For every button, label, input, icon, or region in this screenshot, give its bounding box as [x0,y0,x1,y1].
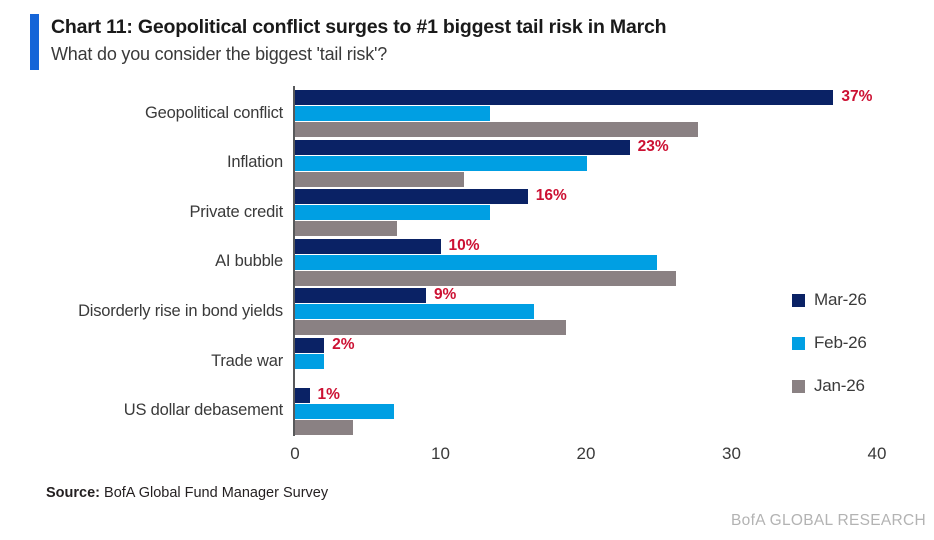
bar-feb-26 [295,304,534,320]
category-label: AI bubble [215,252,283,271]
bar-jan-26 [295,270,677,286]
category-label: Inflation [227,153,283,172]
category-label: Disorderly rise in bond yields [78,301,283,320]
bar-mar-26 [295,387,310,403]
bar-value-label: 23% [637,137,669,155]
category-group: US dollar debasement 1% [0,385,934,435]
bar-feb-26 [295,403,394,419]
legend-swatch-icon [792,336,805,350]
source-label: Source: [46,485,100,501]
bar-jan-26 [295,122,699,137]
brand-watermark: BofA GLOBAL RESEARCH [731,512,926,529]
bar-value-label: 9% [433,286,457,304]
category-group: Disorderly rise in bond yields 9% [0,286,934,336]
bar-mar-26 [295,90,834,105]
category-label: Private credit [189,202,284,221]
bar-feb-26 [295,354,325,369]
legend-label: Mar-26 [814,290,867,309]
category-label: Trade war [211,351,283,370]
source-note: Source: BofA Global Fund Manager Survey [46,485,328,501]
category-label: Geopolitical conflict [145,103,283,122]
bar-mar-26 [295,238,441,254]
bar-mar-26 [295,338,325,353]
bar-feb-26 [295,106,490,121]
page-title: Chart 11: Geopolitical conflict surges t… [51,16,667,38]
legend-label: Feb-26 [814,333,867,352]
bar-value-label: 1% [317,385,340,403]
chart-plot-area: Geopolitical conflict 37% Inflation 23% Priv… [0,86,934,436]
legend-swatch-icon [792,293,805,307]
bar-jan-26 [295,320,566,336]
legend-item-mar-26[interactable]: Mar-26 [792,290,867,310]
chart-header: Chart 11: Geopolitical conflict surges t… [0,0,934,80]
legend-label: Jan-26 [814,376,865,395]
bar-feb-26 [295,155,588,171]
bar-feb-26 [295,254,658,270]
legend-item-jan-26[interactable]: Jan-26 [792,376,865,396]
bar-mar-26 [295,189,528,205]
bar-value-label: 10% [448,236,480,254]
title-accent-bar [30,14,39,70]
bar-value-label: 37% [841,88,873,105]
bar-jan-26 [295,171,464,187]
bar-value-label: 16% [535,187,567,205]
source-text: BofA Global Fund Manager Survey [100,485,329,501]
category-group: Trade war 2% [0,336,934,385]
category-group: Geopolitical conflict 37% [0,88,934,137]
category-label: US dollar debasement [123,401,283,420]
category-group: Private credit 16% [0,187,934,237]
chart-subtitle: What do you consider the biggest 'tail r… [51,44,388,64]
x-axis-tick-label: 10 [431,444,450,463]
category-group: AI bubble 10% [0,236,934,286]
x-axis-tick-label: 20 [576,444,596,463]
x-axis-tick-label: 40 [867,444,887,463]
legend-item-feb-26[interactable]: Feb-26 [792,333,867,353]
bar-jan-26 [295,419,354,435]
x-axis: 0 10 20 30 40 [0,436,934,470]
category-group: Inflation 23% [0,137,934,187]
value-axis-line [293,86,295,436]
x-axis-tick-label: 30 [722,444,741,463]
bar-jan-26 [295,221,397,237]
bar-mar-26 [295,288,426,304]
legend-swatch-icon [792,379,805,393]
x-axis-tick-label: 0 [290,444,300,463]
bar-value-label: 2% [332,336,355,353]
bar-feb-26 [295,205,490,221]
bar-mar-26 [295,139,630,155]
